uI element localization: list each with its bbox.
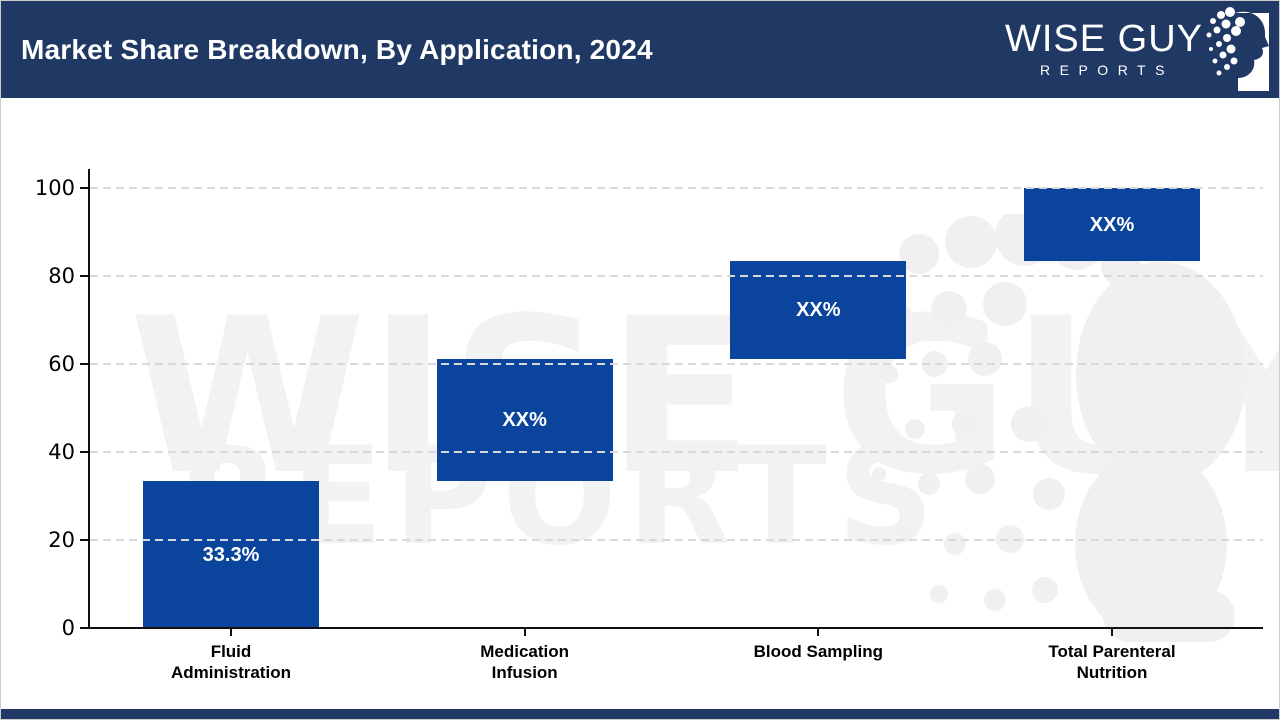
wiseguy-logo: WISE GUY REPORTS <box>1005 7 1269 91</box>
bar-value-label: XX% <box>502 409 547 432</box>
bar-value-label: 33.3% <box>202 543 260 566</box>
y-tick-label: 60 <box>48 352 75 376</box>
x-tick-mark <box>817 628 820 636</box>
y-tick-mark <box>80 363 88 365</box>
bar-segment <box>1024 188 1200 262</box>
x-axis-line <box>88 627 1263 629</box>
category-label: Medication Infusion <box>480 642 570 682</box>
y-tick-label: 20 <box>48 528 75 552</box>
bar-value-label: XX% <box>1089 213 1135 236</box>
y-tick-mark <box>80 627 88 629</box>
grid-line <box>90 363 1263 365</box>
bar-segment <box>436 359 613 482</box>
grid-line <box>90 539 1263 541</box>
x-tick-mark <box>523 628 526 636</box>
y-tick-mark <box>80 275 88 277</box>
logo-face-icon <box>1206 7 1269 91</box>
y-tick-label: 100 <box>34 176 75 200</box>
watermark-face-icon <box>872 214 1246 642</box>
logo-wordmark: WISE GUY <box>1004 18 1203 60</box>
x-tick-mark <box>1111 628 1113 636</box>
category-label: Total Parenteral Nutrition <box>1048 642 1176 682</box>
logo-text: WISE GUY REPORTS <box>1005 20 1203 78</box>
y-tick-mark <box>80 451 88 453</box>
y-tick-mark <box>80 187 88 189</box>
logo-subtext: REPORTS <box>1040 62 1174 78</box>
bar-segment <box>143 481 319 628</box>
header-bar: Market Share Breakdown, By Application, … <box>1 1 1279 98</box>
y-tick-label: 80 <box>48 264 75 288</box>
category-label: Blood Sampling <box>753 642 884 661</box>
grid-line <box>90 187 1263 189</box>
y-tick-label: 0 <box>61 616 75 640</box>
footer-bar <box>1 709 1279 719</box>
y-tick-mark <box>80 539 88 541</box>
bar-value-label: XX% <box>796 299 841 322</box>
y-axis-line <box>88 169 90 629</box>
x-tick-mark <box>230 628 232 636</box>
bar-segment <box>730 261 907 360</box>
page-title: Market Share Breakdown, By Application, … <box>21 33 653 65</box>
grid-line <box>90 275 1263 277</box>
category-label: Fluid Administration <box>171 642 291 682</box>
grid-line <box>90 451 1263 453</box>
y-tick-label: 40 <box>48 440 75 464</box>
